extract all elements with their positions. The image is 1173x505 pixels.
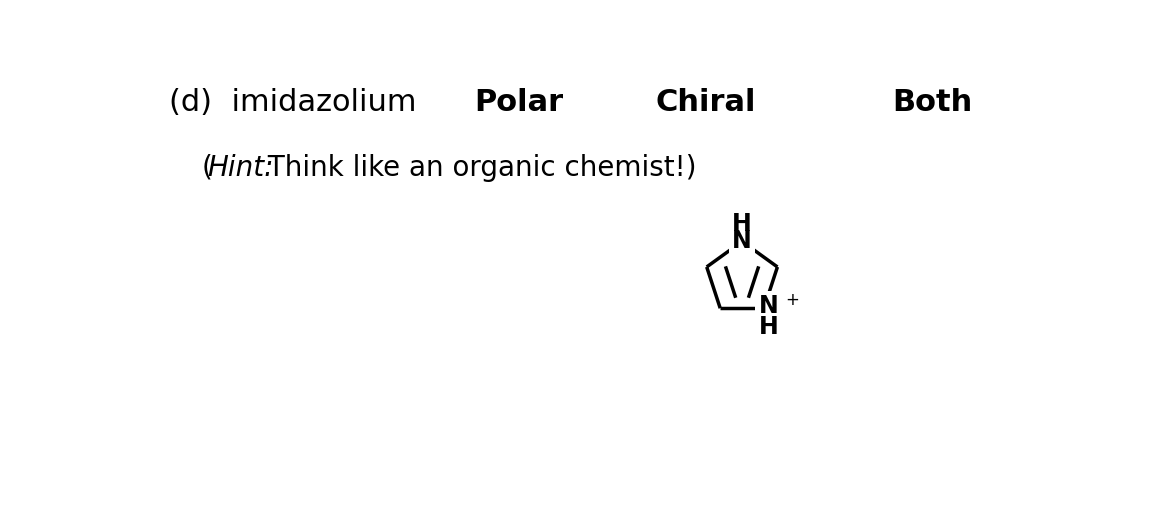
- Text: Both: Both: [893, 88, 972, 117]
- Text: Polar: Polar: [474, 88, 563, 117]
- Text: Think like an organic chemist!): Think like an organic chemist!): [259, 154, 697, 182]
- Text: H: H: [732, 212, 752, 235]
- Text: N: N: [732, 229, 752, 254]
- Text: N: N: [759, 294, 779, 318]
- Text: Chiral: Chiral: [656, 88, 757, 117]
- Text: Hint:: Hint:: [208, 154, 274, 182]
- Text: (: (: [202, 154, 212, 182]
- Text: +: +: [785, 291, 799, 309]
- Text: H: H: [759, 315, 779, 339]
- Text: (d)  imidazolium: (d) imidazolium: [169, 88, 416, 117]
